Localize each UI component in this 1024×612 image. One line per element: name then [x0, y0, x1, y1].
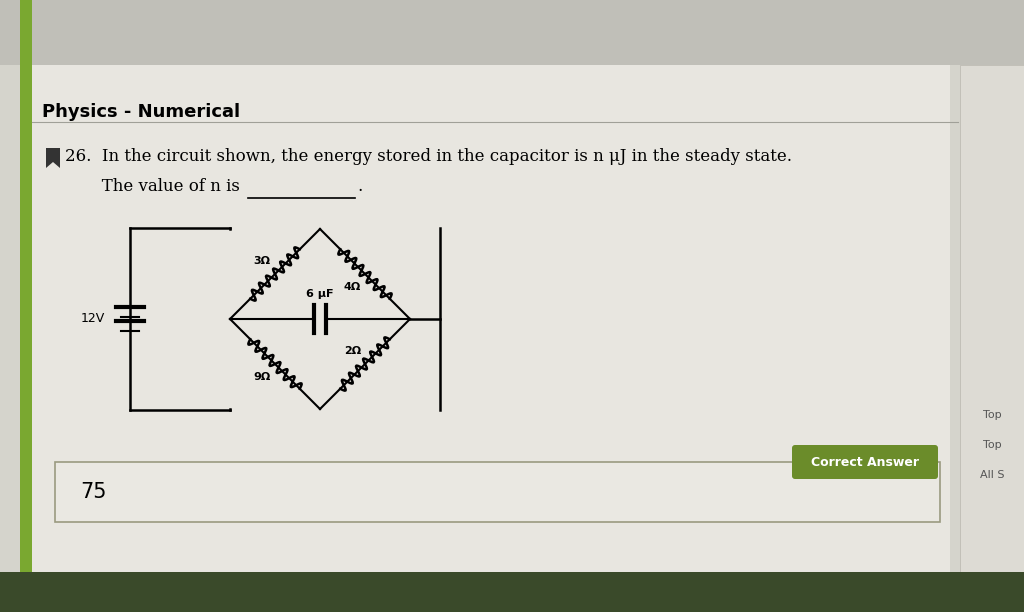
Text: 3Ω: 3Ω — [254, 256, 270, 266]
Text: .: . — [357, 178, 362, 195]
Text: All S: All S — [980, 470, 1005, 480]
Text: Physics - Numerical: Physics - Numerical — [42, 103, 240, 121]
Text: 75: 75 — [80, 482, 106, 502]
Text: 6 μF: 6 μF — [306, 289, 334, 299]
Bar — [20, 0, 32, 612]
Text: 9Ω: 9Ω — [254, 371, 271, 382]
FancyBboxPatch shape — [792, 445, 938, 479]
FancyBboxPatch shape — [55, 462, 940, 522]
Text: The value of n is: The value of n is — [65, 178, 240, 195]
Bar — [961, 65, 1024, 595]
Bar — [20, 65, 950, 595]
Polygon shape — [46, 148, 60, 168]
Text: 2Ω: 2Ω — [344, 346, 360, 356]
Text: Top: Top — [983, 410, 1001, 420]
Text: 26.  In the circuit shown, the energy stored in the capacitor is n μJ in the ste: 26. In the circuit shown, the energy sto… — [65, 148, 792, 165]
Text: 4Ω: 4Ω — [344, 282, 360, 292]
Text: Top: Top — [983, 440, 1001, 450]
Text: Correct Answer: Correct Answer — [811, 455, 919, 469]
Text: 12V: 12V — [81, 313, 105, 326]
Bar — [0, 572, 1024, 612]
Bar — [0, 0, 1024, 65]
